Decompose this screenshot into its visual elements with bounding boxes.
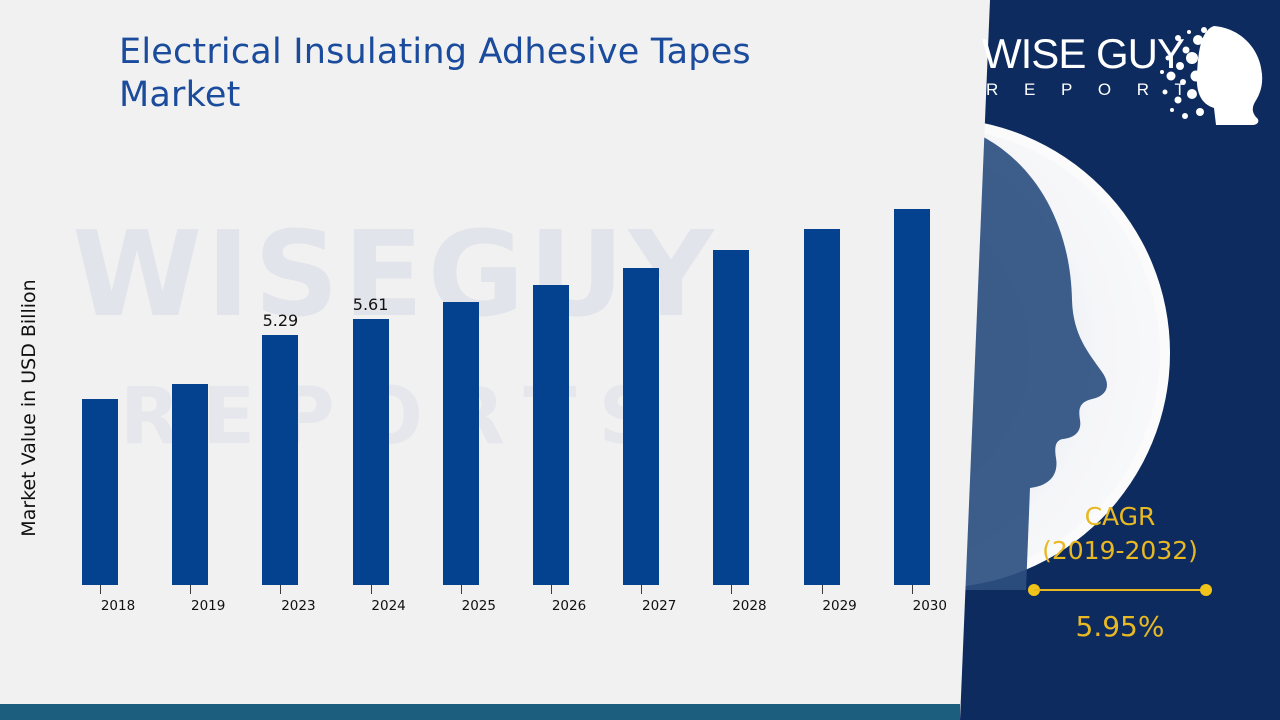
- x-axis-label-2030: 2030: [912, 598, 947, 614]
- x-axis-label-2029: 2029: [822, 598, 857, 614]
- head-silhouette-icon: [960, 126, 1107, 590]
- bar-2025: [442, 302, 479, 585]
- bottom-accent-strip: [0, 704, 960, 720]
- bar-value-label-2024: 5.61: [352, 295, 389, 315]
- divider-line: [1034, 589, 1206, 591]
- divider-dot-right: [1200, 584, 1212, 596]
- x-axis-label-2026: 2026: [551, 598, 587, 614]
- cagr-divider: [1028, 584, 1212, 596]
- x-axis-label-2025: 2025: [461, 598, 496, 614]
- x-axis-tick-2023: [280, 585, 282, 594]
- x-axis-tick-2026: [551, 585, 552, 594]
- bar-2027: [623, 268, 660, 585]
- logo-wordmark-secondary: R E P O R T S: [986, 80, 1233, 99]
- x-axis-label-2028: 2028: [732, 598, 767, 614]
- x-axis-label-2019: 2019: [191, 598, 226, 614]
- bar-2026: [533, 285, 569, 585]
- x-axis-label-2018: 2018: [100, 598, 136, 614]
- y-axis-label: Market Value in USD Billion: [18, 279, 40, 537]
- bar-value-label-2023: 5.29: [262, 310, 299, 330]
- x-axis-tick-2025: [460, 585, 462, 594]
- cagr-value: 5.95%: [1075, 610, 1165, 643]
- x-axis-label-2023: 2023: [281, 598, 316, 614]
- bar-2019: [172, 384, 209, 585]
- plot-area: 2018 2019 5.29 2023 5.61 2024 2025 2026 2027 2028…: [60, 140, 1127, 614]
- page-title: Electrical Insulating Adhesive Tapes Mar…: [119, 32, 751, 115]
- dotted-head-profile-icon: [1160, 26, 1263, 125]
- x-axis-tick-2019: [190, 585, 192, 594]
- x-axis-label-2027: 2027: [642, 598, 677, 614]
- brand-panel: WISE GUY R E P O R T S CAGR (2019-2032): [960, 0, 1280, 720]
- bar-2023: 5.29: [262, 311, 299, 585]
- bar-2024: 5.61: [352, 295, 389, 585]
- cagr-block: CAGR (2019-2032) 5.95%: [960, 500, 1280, 643]
- bar-2030: [893, 209, 930, 585]
- x-axis-tick-2024: [370, 585, 372, 594]
- x-axis-tick-2028: [731, 585, 733, 594]
- brand-logo: WISE GUY R E P O R T S: [978, 22, 1268, 125]
- x-axis-tick-2030: [911, 585, 913, 594]
- x-axis-tick-2029: [821, 585, 823, 594]
- bar-2028: [713, 249, 750, 585]
- cagr-title-line2: (2019-2032): [1042, 536, 1198, 565]
- x-axis-tick-2018: [100, 585, 101, 594]
- x-axis-tick-2027: [641, 585, 643, 594]
- x-axis-label-2024: 2024: [371, 598, 406, 614]
- bar-2018: [82, 398, 118, 585]
- bar-chart: Market Value in USD Billion 2018 2019 5.29…: [18, 140, 1127, 614]
- logo-wordmark-primary: WISE GUY: [982, 30, 1185, 77]
- cagr-title-line1: CAGR: [1084, 502, 1156, 531]
- bar-2029: [803, 228, 840, 585]
